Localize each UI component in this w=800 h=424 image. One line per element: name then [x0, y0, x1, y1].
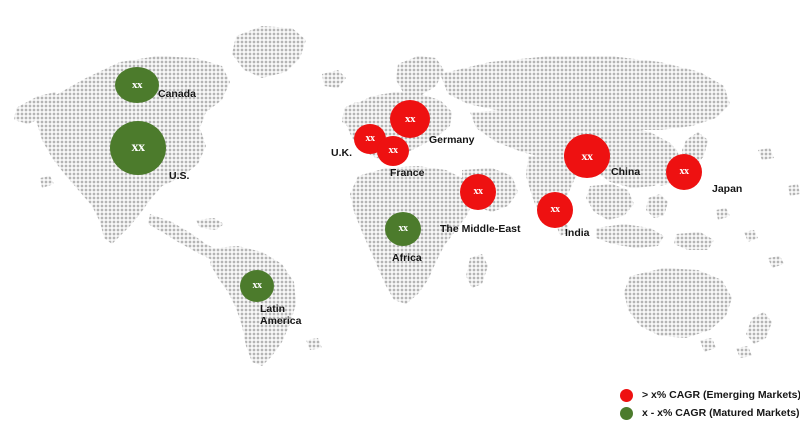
legend-item-matured: x - x% CAGR (Matured Markets) [620, 404, 800, 422]
bubble-marker-middle-east[interactable]: xx [460, 174, 496, 210]
bubble-marker-india[interactable]: xx [537, 192, 573, 228]
region-label-france: France [390, 167, 425, 179]
bubble-value-canada: xx [132, 78, 143, 91]
region-label-india: India [565, 227, 590, 239]
bubble-value-middle-east: xx [473, 186, 484, 197]
legend-dot-emerging-icon [620, 388, 633, 402]
region-label-middle-east: The Middle-East [440, 223, 521, 235]
region-label-canada: Canada [158, 88, 196, 100]
bubble-marker-france[interactable]: xx [377, 136, 409, 166]
bubble-marker-china[interactable]: xx [564, 134, 610, 178]
bubble-marker-japan[interactable]: xx [666, 154, 702, 190]
bubble-marker-canada[interactable]: xx [115, 67, 159, 103]
region-label-japan: Japan [712, 183, 743, 195]
legend-label-emerging: > x% CAGR (Emerging Markets) [642, 389, 800, 401]
bubble-value-india: xx [550, 204, 561, 215]
bubble-marker-africa[interactable]: xx [385, 212, 421, 246]
bubble-value-uk: xx [365, 133, 376, 144]
bubble-value-france: xx [388, 145, 399, 156]
legend-dot-matured-icon [620, 406, 633, 420]
bubble-value-china: xx [581, 149, 594, 163]
region-label-germany: Germany [429, 134, 475, 146]
bubble-value-japan: xx [679, 166, 690, 177]
bubble-marker-latin-america[interactable]: xx [240, 270, 274, 302]
bubble-value-latin-america: xx [252, 280, 263, 291]
bubble-value-germany: xx [405, 112, 416, 125]
region-label-latin-america: Latin America [260, 303, 302, 327]
bubble-marker-germany[interactable]: xx [390, 100, 430, 138]
region-label-uk: U.K. [331, 147, 352, 159]
legend-label-matured: x - x% CAGR (Matured Markets) [642, 407, 800, 419]
legend: > x% CAGR (Emerging Markets) x - x% CAGR … [620, 386, 800, 422]
bubble-marker-us[interactable]: xx [110, 121, 166, 175]
region-label-us: U.S. [169, 170, 190, 182]
bubble-value-africa: xx [398, 223, 409, 234]
bubble-marker-uk[interactable]: xx [354, 124, 386, 154]
region-label-china: China [611, 166, 641, 178]
legend-item-emerging: > x% CAGR (Emerging Markets) [620, 386, 800, 404]
region-label-africa: Africa [392, 252, 422, 264]
bubble-value-us: xx [131, 140, 146, 155]
